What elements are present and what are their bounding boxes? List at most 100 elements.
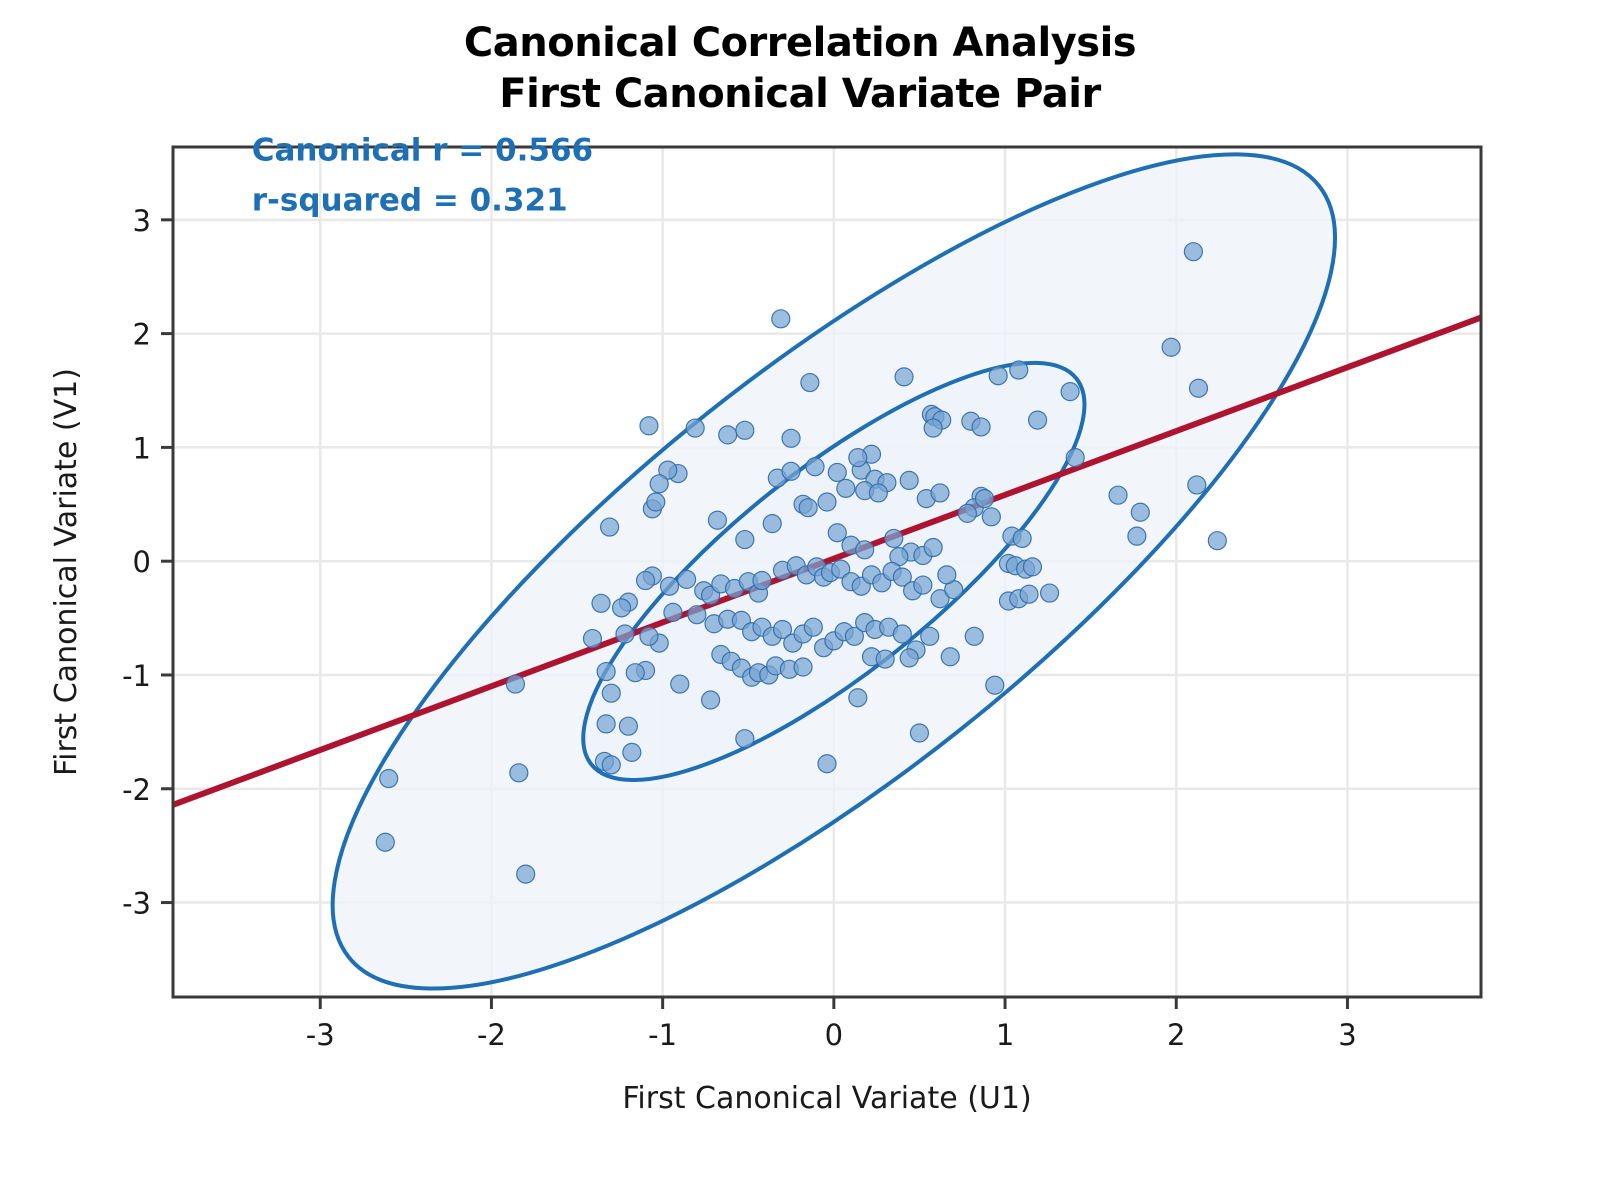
scatter-point [762, 514, 782, 534]
x-tick-label: 0 [825, 1018, 843, 1052]
scatter-point [971, 417, 991, 437]
scatter-point [827, 462, 847, 483]
scatter-point [658, 460, 678, 480]
scatter-point [844, 626, 864, 646]
scatter-point [1012, 528, 1032, 549]
scatter-point [798, 498, 818, 518]
plot-border [171, 145, 1483, 999]
scatter-point [831, 559, 851, 579]
scatter-point [639, 626, 659, 646]
x-tick-label: 3 [1338, 1018, 1356, 1052]
scatter-point [981, 507, 1001, 527]
annotation-text: r-squared = 0.321 [252, 183, 568, 219]
scatter-point [582, 628, 603, 649]
scatter-point [601, 683, 621, 703]
scatter-point [752, 570, 772, 591]
scatter-point [937, 565, 957, 585]
scatter-point [1207, 531, 1227, 551]
scatter-point [670, 674, 690, 694]
regression-line [173, 314, 1481, 808]
scatter-point [800, 372, 820, 393]
scatter-point [855, 540, 875, 560]
scatter-point [817, 492, 837, 512]
scatter-point [659, 576, 680, 596]
scatter-point [687, 605, 707, 625]
x-axis-label: First Canonical Variate (U1) [622, 1081, 1031, 1116]
scatter-point [930, 483, 950, 503]
scatter-point [1060, 382, 1080, 402]
y-axis-ticks: -3 -2 -1 0 1 2 3 [122, 204, 173, 921]
scatter-point [940, 647, 960, 667]
scatter-point [635, 570, 656, 591]
scatter-point [868, 483, 888, 503]
y-tick-label: -1 [122, 659, 151, 693]
scatter-point [735, 420, 755, 440]
scatter-point [894, 367, 914, 387]
scatter-point [649, 474, 669, 494]
scatter-point [930, 589, 950, 609]
scatter-point [677, 569, 697, 589]
scatter-point [700, 690, 721, 710]
scatter-point [923, 537, 943, 558]
scatter-point [920, 626, 940, 646]
scatter-point [805, 457, 825, 477]
scatter-point [1009, 360, 1029, 380]
scatter-point [615, 624, 635, 644]
scatter-point [836, 478, 856, 498]
scatter-point [516, 864, 536, 884]
x-tick-label: -2 [477, 1018, 506, 1052]
scatter-point [803, 617, 823, 637]
x-tick-label: -1 [648, 1018, 677, 1052]
scatter-point [884, 528, 904, 549]
scatter-point [639, 416, 659, 436]
y-tick-label: 2 [133, 318, 151, 352]
scatter-point [596, 714, 616, 734]
scatter-point [1027, 410, 1048, 430]
scatter-point [601, 755, 621, 775]
scatter-point [379, 768, 399, 789]
scatter-point [827, 523, 847, 543]
scatter-point [618, 716, 639, 736]
scatter-point [596, 661, 616, 682]
x-tick-label: 1 [996, 1018, 1014, 1052]
scatter-point [625, 663, 645, 683]
scatter-point [964, 626, 984, 646]
scatter-point [913, 575, 933, 595]
scatter-point [1130, 502, 1150, 522]
scatter-point [848, 448, 868, 468]
scatter-point [899, 470, 919, 491]
scatter-point [622, 742, 642, 762]
scatter-point [591, 593, 611, 613]
scatter-point [505, 674, 526, 694]
y-tick-label: 3 [133, 204, 151, 238]
scatter-point [848, 688, 868, 708]
scatter-point [1187, 475, 1207, 495]
scatter-point [1161, 337, 1181, 357]
scatter-point [707, 510, 728, 530]
scatter-point [793, 657, 813, 677]
statistics-annotation: Canonical r = 0.566 r-squared = 0.321 [252, 133, 593, 219]
scatter-point [1019, 584, 1039, 604]
scatter-point [718, 425, 738, 445]
scatter-point [509, 763, 529, 783]
scatter-point [781, 428, 801, 448]
scatter-point [1039, 583, 1060, 603]
y-axis-label: First Canonical Variate (V1) [49, 368, 84, 776]
scatter-point [957, 503, 977, 523]
scatter-point [892, 624, 912, 644]
scatter-point [771, 309, 791, 329]
scatter-point [1065, 448, 1085, 468]
y-tick-label: -2 [122, 773, 151, 807]
y-tick-label: -3 [122, 887, 151, 921]
page-title: Canonical Correlation Analysis First Can… [463, 20, 1137, 118]
scatter-point [1108, 485, 1128, 505]
scatter-point [663, 602, 683, 622]
scatter-point [781, 461, 801, 481]
scatter-points [375, 242, 1227, 884]
x-tick-label: -3 [306, 1018, 335, 1052]
scatter-point [899, 648, 919, 668]
scatter-point [375, 832, 395, 852]
scatter-point [909, 723, 930, 743]
